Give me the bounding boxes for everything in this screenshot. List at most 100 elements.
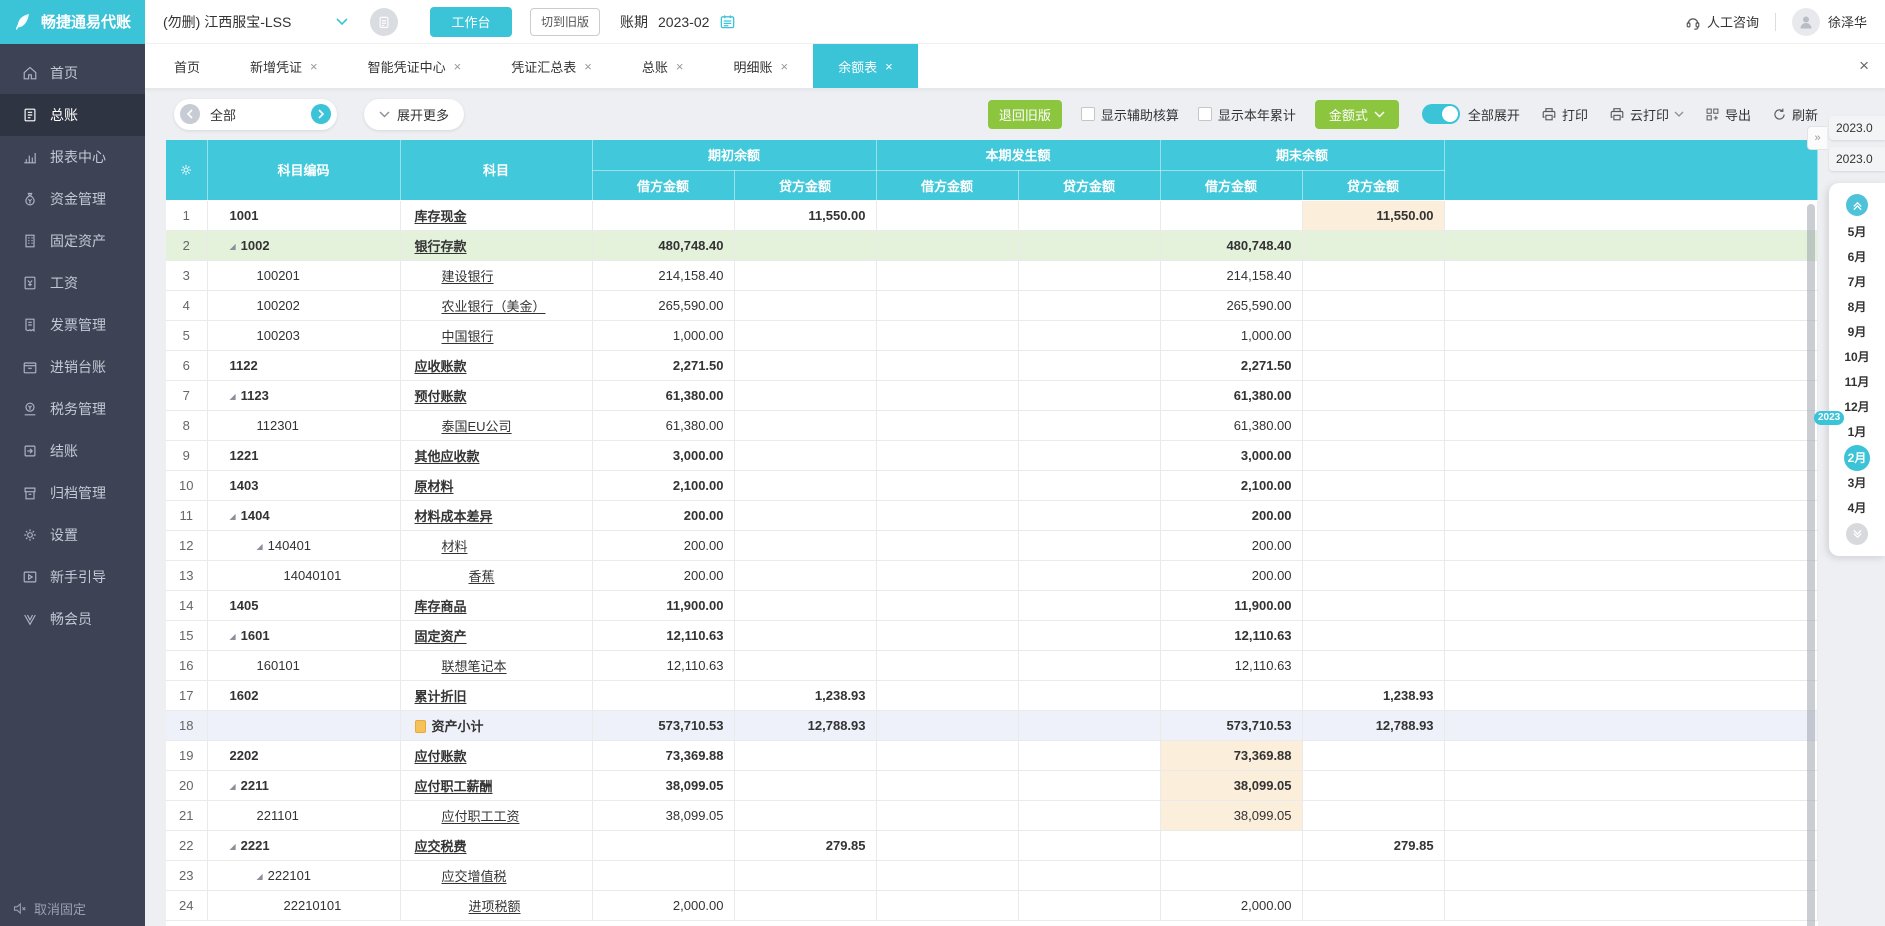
close-icon[interactable]: × [584,58,592,74]
account-name-link[interactable]: 库存现金 [414,208,467,224]
month-item-8月[interactable]: 8月 [1847,300,1867,314]
sidebar-item-archive[interactable]: 归档管理 [0,472,145,514]
collapse-triangle-icon[interactable]: ◢ [229,511,236,521]
account-name-link[interactable]: 应交税费 [414,838,467,854]
sidebar-item-guide[interactable]: 新手引导 [0,556,145,598]
sidebar-item-member[interactable]: 畅会员 [0,598,145,640]
refresh-button[interactable]: 刷新 [1772,105,1818,124]
company-select[interactable]: (勿删) 江西服宝-LSS [163,12,348,32]
month-item-6月[interactable]: 6月 [1847,250,1867,264]
close-icon[interactable]: × [885,58,893,74]
column-settings-button[interactable] [166,140,208,201]
tab-smart-voucher-center[interactable]: 智能凭证中心 × [343,44,487,88]
period-pill[interactable]: 2023.0 [1829,116,1885,140]
collapse-triangle-icon[interactable]: ◢ [256,541,263,551]
vertical-scrollbar[interactable] [1807,204,1815,926]
close-icon[interactable]: × [310,58,318,74]
close-tabbar-icon[interactable]: × [1859,56,1869,75]
amount-style-button[interactable]: 金额式 [1314,99,1399,129]
chevron-right-icon[interactable] [311,104,331,124]
collapse-triangle-icon[interactable]: ◢ [229,781,236,791]
account-name-link[interactable]: 香蕉 [468,568,495,584]
account-name-link[interactable]: 中国银行 [441,328,494,344]
sidebar-item-invoice[interactable]: 发票管理 [0,304,145,346]
sidebar-item-salary[interactable]: 工资 [0,262,145,304]
account-name-link[interactable]: 泰国EU公司 [441,418,512,434]
account-name-link[interactable]: 预付账款 [414,388,467,404]
scroll-down-button[interactable] [1846,523,1868,545]
close-icon[interactable]: × [780,58,789,74]
cloud-print-button[interactable]: 云打印 [1609,105,1684,124]
expand-all-toggle[interactable] [1421,104,1460,124]
support-link[interactable]: 人工咨询 [1685,12,1759,31]
switch-old-version-button[interactable]: 切到旧版 [530,7,601,36]
sidebar-item-report-center[interactable]: 报表中心 [0,136,145,178]
account-name-link[interactable]: 应付职工薪酬 [414,778,493,794]
collapse-triangle-icon[interactable]: ◢ [256,871,263,881]
account-name-link[interactable]: 累计折旧 [414,688,467,704]
month-item-9月[interactable]: 9月 [1847,325,1867,339]
sidebar-item-general-ledger[interactable]: 总账 [0,94,145,136]
sidebar-item-funds[interactable]: 资金管理 [0,178,145,220]
clipboard-icon[interactable] [370,7,398,36]
sidebar-item-fixed-assets[interactable]: 固定资产 [0,220,145,262]
sidebar-item-home[interactable]: 首页 [0,52,145,94]
period-value[interactable]: 2023-02 [658,13,710,30]
tab-voucher-summary[interactable]: 凭证汇总表 × [486,44,617,88]
chevron-left-icon[interactable] [180,104,200,124]
avatar[interactable] [1791,7,1820,36]
collapse-triangle-icon[interactable]: ◢ [229,631,236,641]
sidebar-item-settings[interactable]: 设置 [0,514,145,556]
month-item-1月[interactable]: 2023 1月 [1814,411,1885,445]
workbench-button[interactable]: 工作台 [430,6,512,37]
month-item-4月[interactable]: 4月 [1847,501,1867,515]
account-name-link[interactable]: 库存商品 [414,598,467,614]
calendar-icon[interactable] [719,13,736,30]
month-item-5月[interactable]: 5月 [1847,225,1867,239]
close-icon[interactable]: × [453,58,462,74]
account-name-link[interactable]: 应交增值税 [441,868,507,884]
month-item-3月[interactable]: 3月 [1847,476,1867,490]
collapse-triangle-icon[interactable]: ◢ [229,841,236,851]
scroll-up-button[interactable] [1846,194,1868,216]
show-aux-checkbox[interactable]: 显示辅助核算 [1080,105,1179,124]
month-item-2月[interactable]: 2月 [1844,445,1870,471]
month-item-7月[interactable]: 7月 [1847,275,1867,289]
month-item-11月[interactable]: 11月 [1844,375,1870,389]
tab-general-ledger[interactable]: 总账 × [617,44,709,88]
back-old-version-button[interactable]: 退回旧版 [987,99,1062,129]
sidebar-item-tax[interactable]: 税务管理 [0,388,145,430]
collapse-triangle-icon[interactable]: ◢ [229,391,236,401]
account-name-link[interactable]: 应付账款 [414,748,467,764]
month-item-12月[interactable]: 12月 [1844,400,1870,414]
account-name-link[interactable]: 材料成本差异 [414,508,493,524]
month-item-10月[interactable]: 10月 [1844,350,1870,364]
close-icon[interactable]: × [675,58,684,74]
sidebar-item-purchase-sales[interactable]: 进销台账 [0,346,145,388]
collapse-triangle-icon[interactable]: ◢ [229,241,236,251]
export-button[interactable]: 导出 [1705,105,1751,124]
print-button[interactable]: 打印 [1541,105,1588,124]
tab-home[interactable]: 首页 [149,44,225,88]
subject-filter[interactable]: 全部 [174,98,337,130]
username[interactable]: 徐泽华 [1827,15,1867,30]
expand-more-button[interactable]: 展开更多 [364,98,465,130]
period-pill[interactable]: 2023.0 [1829,147,1885,171]
account-name-link[interactable]: 进项税额 [468,898,521,914]
account-name-link[interactable]: 建设银行 [441,268,494,284]
account-name-link[interactable]: 原材料 [414,478,454,494]
tab-balance-sheet[interactable]: 余额表 × [813,44,918,88]
tab-new-voucher[interactable]: 新增凭证 × [225,44,343,88]
account-name-link[interactable]: 农业银行（美金） [441,298,546,314]
account-name-link[interactable]: 其他应收款 [414,448,480,464]
unpin-button[interactable]: 取消固定 [0,890,145,926]
account-name-link[interactable]: 应付职工工资 [441,808,520,824]
show-ytd-checkbox[interactable]: 显示本年累计 [1197,105,1296,124]
account-name-link[interactable]: 材料 [441,538,468,554]
account-name-link[interactable]: 应收账款 [414,358,467,374]
account-name-link[interactable]: 固定资产 [414,628,467,644]
account-name-link[interactable]: 联想笔记本 [441,658,507,674]
account-name-link[interactable]: 银行存款 [414,238,467,254]
sidebar-item-closing[interactable]: 结账 [0,430,145,472]
collapse-panel-handle[interactable]: » [1807,126,1827,150]
